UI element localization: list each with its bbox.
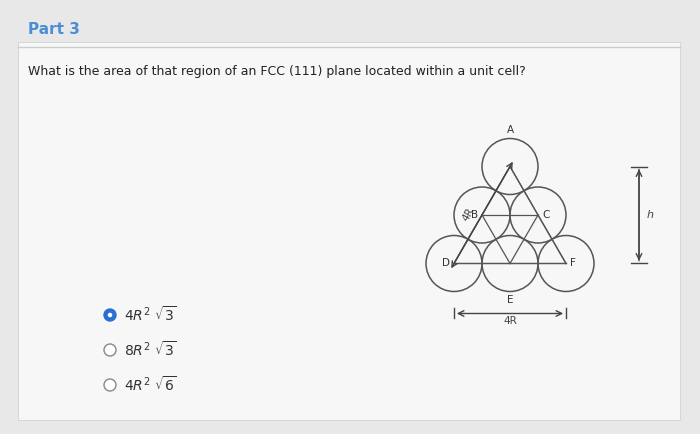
Text: $4R^2\ \sqrt{3}$: $4R^2\ \sqrt{3}$ [124, 306, 176, 325]
Text: A: A [506, 125, 514, 135]
FancyBboxPatch shape [18, 42, 680, 420]
Text: F: F [570, 259, 576, 269]
Text: What is the area of that region of an FCC (111) plane located within a unit cell: What is the area of that region of an FC… [28, 65, 526, 78]
Text: Part 3: Part 3 [28, 22, 80, 37]
Circle shape [104, 379, 116, 391]
Text: C: C [542, 210, 550, 220]
Text: E: E [507, 296, 513, 306]
Circle shape [108, 313, 112, 317]
Circle shape [104, 309, 116, 321]
Text: B: B [471, 210, 478, 220]
Text: 4R: 4R [460, 207, 476, 224]
Text: 4R: 4R [503, 316, 517, 326]
Circle shape [104, 344, 116, 356]
Text: D: D [442, 259, 450, 269]
Text: $8R^2\ \sqrt{3}$: $8R^2\ \sqrt{3}$ [124, 341, 176, 359]
Text: $4R^2\ \sqrt{6}$: $4R^2\ \sqrt{6}$ [124, 375, 176, 395]
Text: h: h [647, 210, 654, 220]
